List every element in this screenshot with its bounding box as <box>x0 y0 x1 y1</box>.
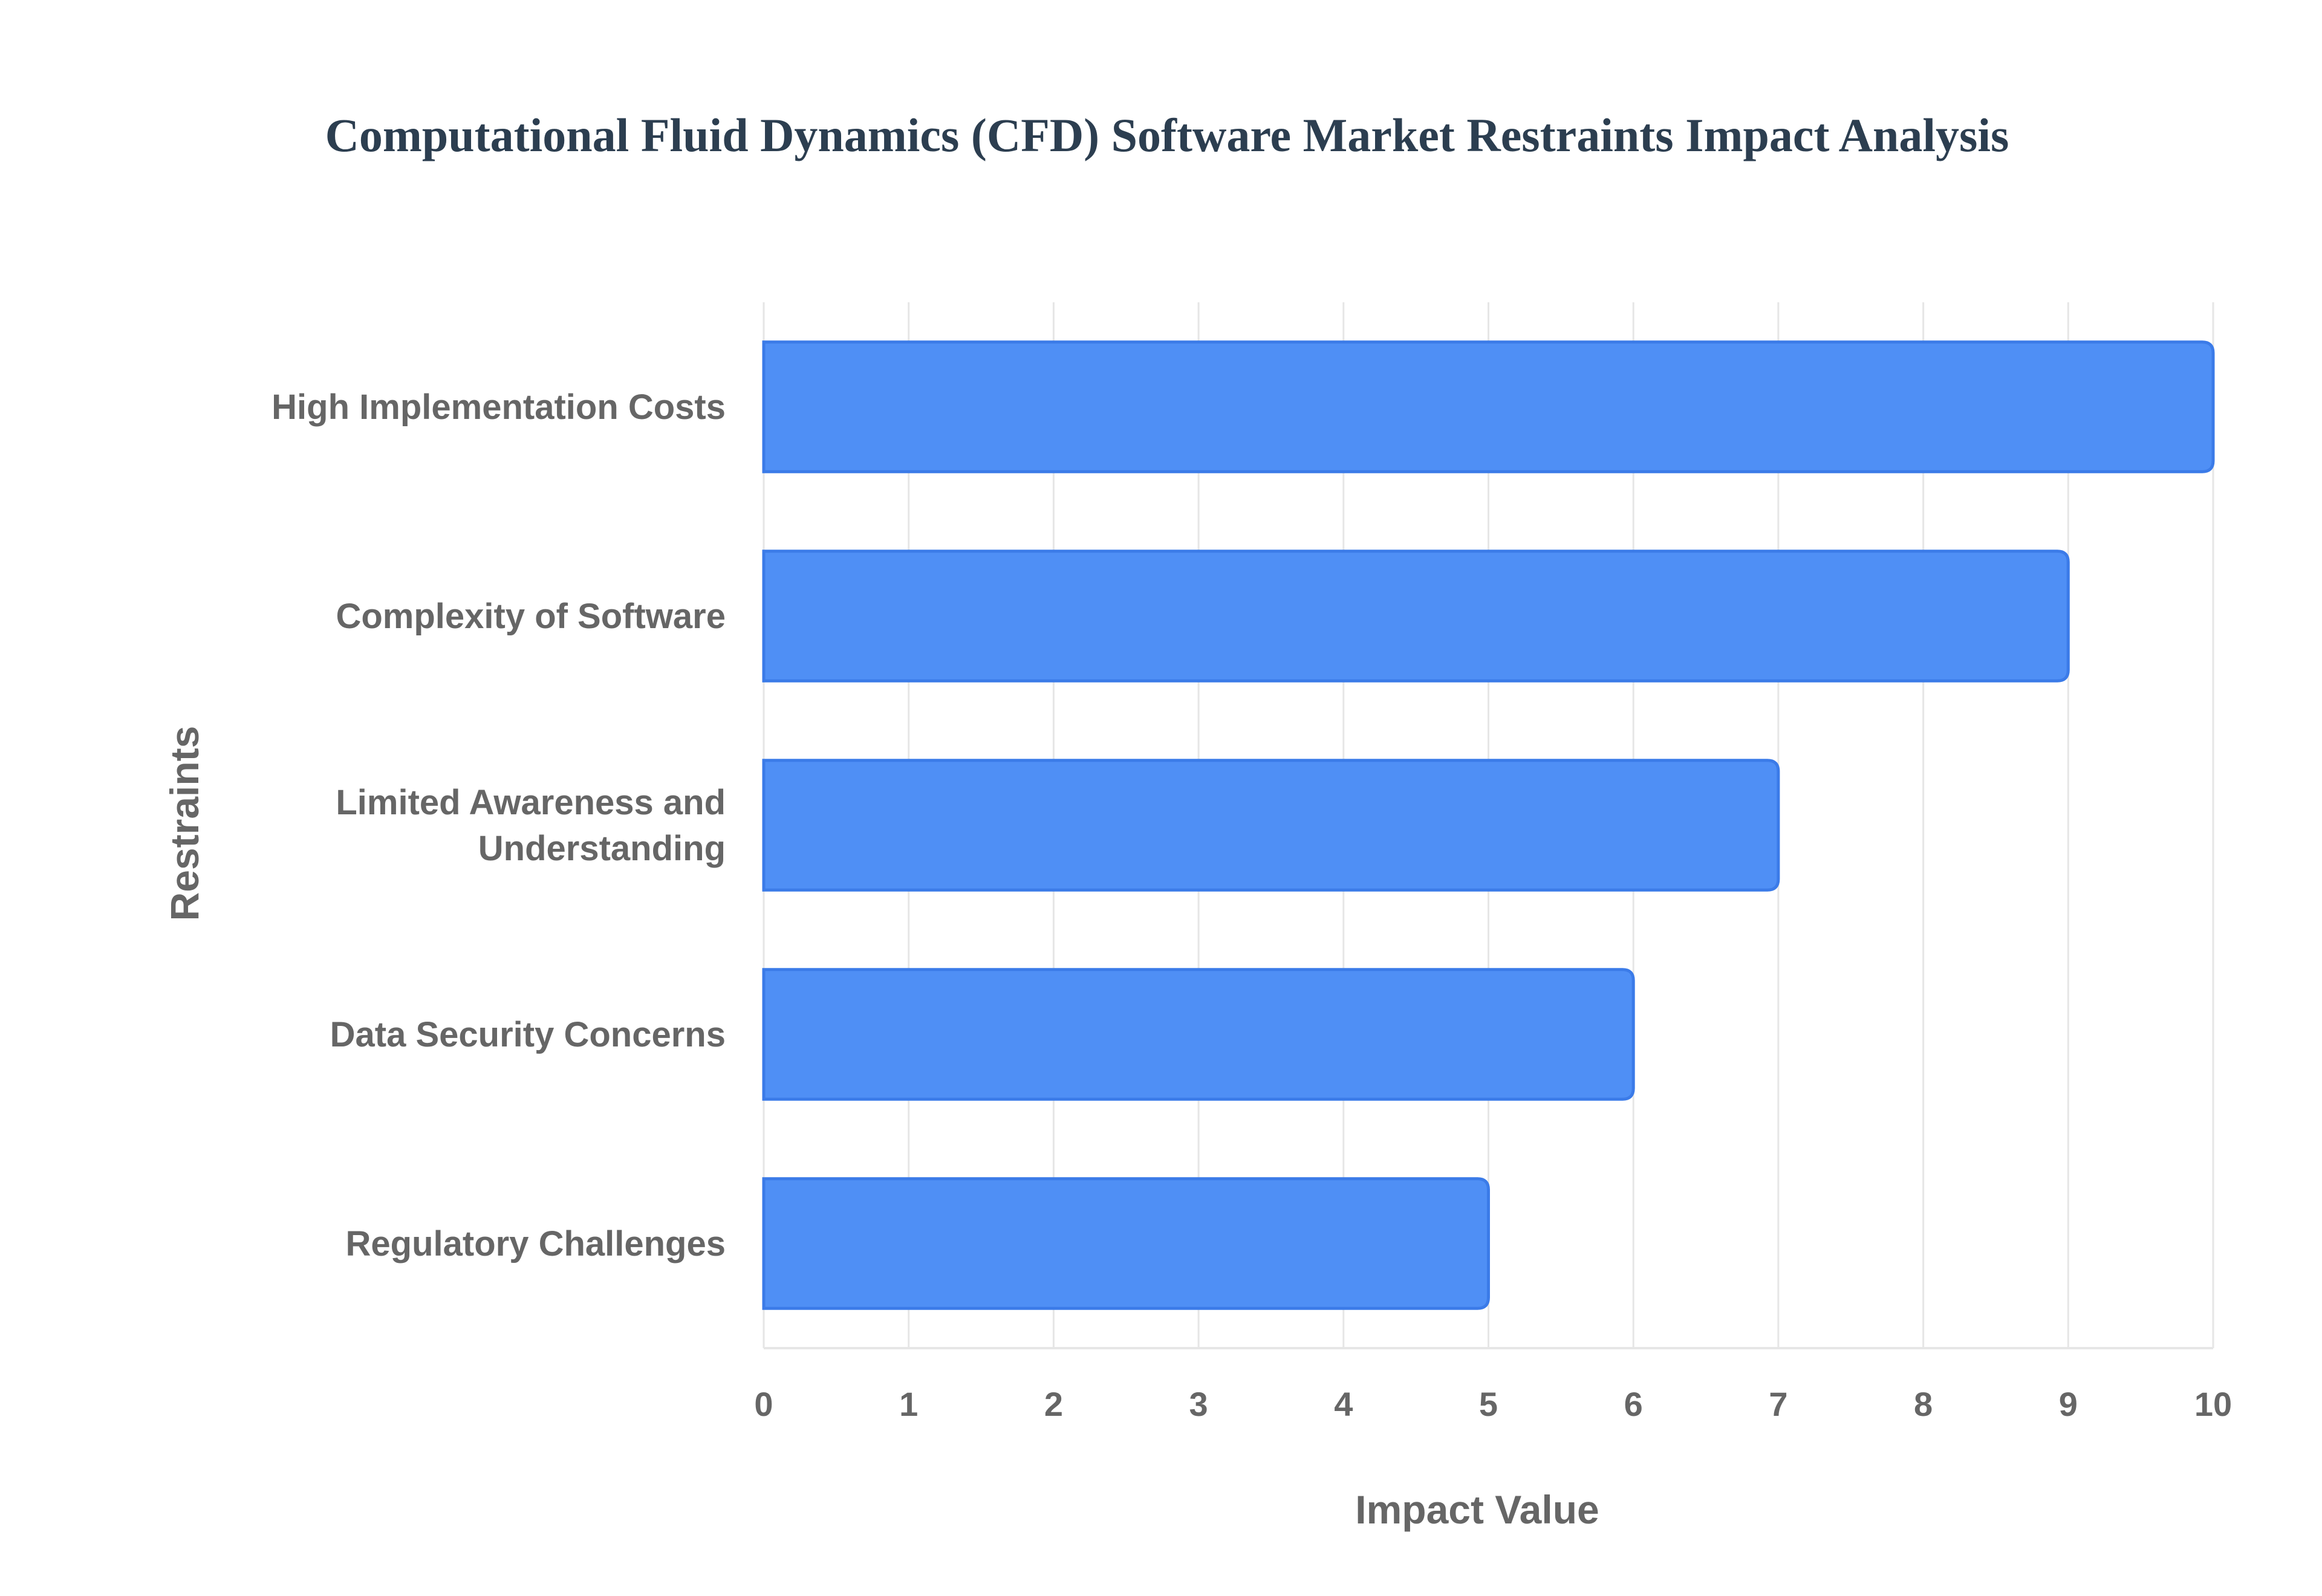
x-tick-label: 0 <box>754 1385 773 1423</box>
category-labels: High Implementation Costs Complexity of S… <box>272 388 726 1264</box>
y-axis-title: Restraints <box>162 726 207 921</box>
x-tick-label: 7 <box>1769 1385 1787 1423</box>
x-tick-labels: 0 1 2 3 4 5 6 7 8 9 10 <box>754 1385 2232 1423</box>
x-tick-label: 1 <box>899 1385 918 1423</box>
category-label: Limited Awareness and <box>336 783 726 822</box>
x-tick-label: 10 <box>2194 1385 2232 1423</box>
category-label: Understanding <box>478 829 726 868</box>
category-label: Regulatory Challenges <box>346 1224 726 1264</box>
x-axis-title: Impact Value <box>1355 1487 1599 1532</box>
bar <box>762 340 2215 473</box>
chart-title: Computational Fluid Dynamics (CFD) Softw… <box>325 109 2009 161</box>
x-tick-label: 2 <box>1044 1385 1063 1423</box>
bar <box>762 1177 1490 1310</box>
bar <box>762 759 1780 892</box>
x-tick-label: 8 <box>1914 1385 1933 1423</box>
x-tick-label: 3 <box>1189 1385 1208 1423</box>
category-label: Complexity of Software <box>336 597 726 636</box>
category-label: Data Security Concerns <box>330 1015 726 1054</box>
x-tick-label: 4 <box>1334 1385 1353 1423</box>
bar <box>762 968 1635 1101</box>
x-tick-label: 9 <box>2059 1385 2078 1423</box>
x-tick-label: 6 <box>1624 1385 1643 1423</box>
bars <box>762 340 2215 1310</box>
bar <box>762 550 2070 683</box>
x-tick-label: 5 <box>1479 1385 1498 1423</box>
category-label: High Implementation Costs <box>272 388 726 427</box>
